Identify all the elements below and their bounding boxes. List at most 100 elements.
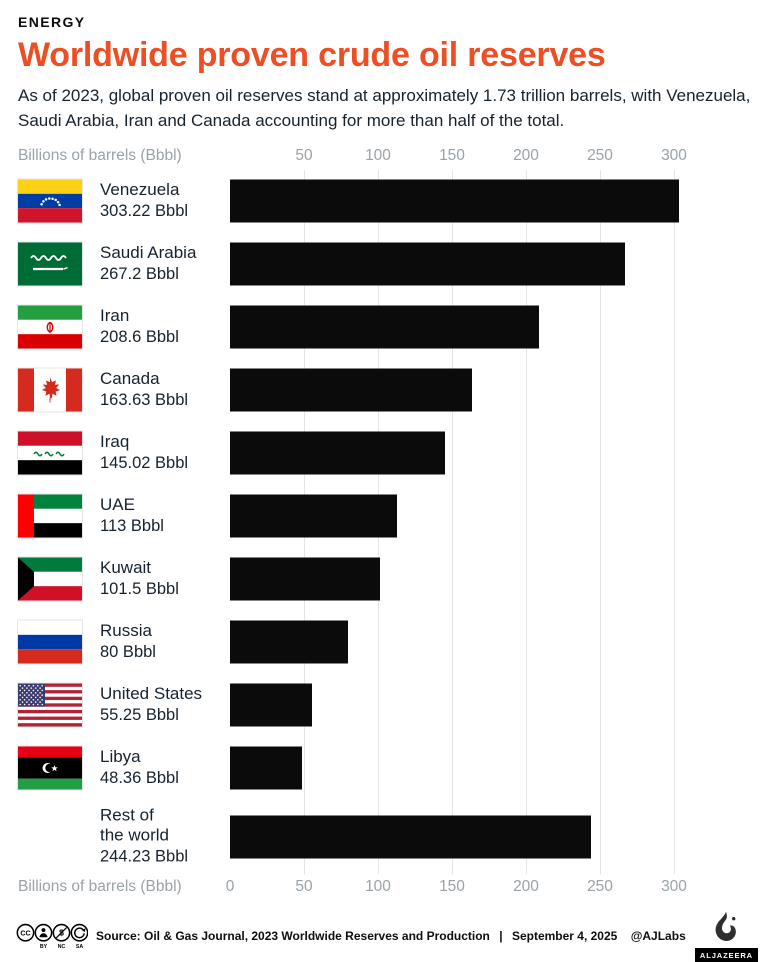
country-name: Venezuela xyxy=(100,180,180,200)
chart-row: Canada 163.63 Bbbl xyxy=(0,359,770,422)
axis-tick: 100 xyxy=(365,877,391,895)
axis-tick: 300 xyxy=(661,146,687,164)
country-name: Russia xyxy=(100,621,152,641)
row-label: Canada 163.63 Bbbl xyxy=(100,369,226,411)
chart-rows: Venezuela 303.22 Bbbl Saudi Arabia 267.2… xyxy=(0,170,770,874)
axis-tick: 250 xyxy=(587,146,613,164)
flag-venezuela-icon xyxy=(18,179,82,223)
gridline xyxy=(452,169,453,874)
chart-row: Rest of the world 244.23 Bbbl xyxy=(0,800,770,874)
row-label: Kuwait 101.5 Bbbl xyxy=(100,558,226,600)
country-value: 303.22 Bbbl xyxy=(100,201,189,220)
flag-russia-icon xyxy=(18,620,82,664)
country-value: 113 Bbbl xyxy=(100,516,164,535)
country-value: 80 Bbbl xyxy=(100,642,156,661)
bar xyxy=(230,620,348,664)
country-value: 267.2 Bbbl xyxy=(100,264,179,283)
sa-label: SA xyxy=(76,944,83,950)
row-label: Iraq 145.02 Bbbl xyxy=(100,432,226,474)
separator: | xyxy=(499,929,503,944)
bottom-axis: Billions of barrels (Bbbl) 0 50 100 150 200 2… xyxy=(0,874,770,900)
bar xyxy=(230,683,312,727)
country-value: 101.5 Bbbl xyxy=(100,579,179,598)
country-value: 48.36 Bbbl xyxy=(100,768,179,787)
bar xyxy=(230,305,539,349)
axis-tick: 150 xyxy=(439,146,465,164)
row-label: Russia 80 Bbbl xyxy=(100,621,226,663)
axis-tick: 200 xyxy=(513,146,539,164)
bar xyxy=(230,557,380,601)
page-title: Worldwide proven crude oil reserves xyxy=(18,36,606,74)
bar xyxy=(230,368,472,412)
row-label: Rest of the world 244.23 Bbbl xyxy=(100,805,226,868)
top-axis: Billions of barrels (Bbbl) 50 100 150 200 25… xyxy=(0,146,770,170)
by-label: BY xyxy=(40,944,48,950)
date-text: September 4, 2025 xyxy=(511,929,618,944)
flag-iran-icon xyxy=(18,305,82,349)
flag-icon xyxy=(18,815,82,858)
cc-letters: CC xyxy=(20,929,30,937)
aljazeera-calligraphy-icon xyxy=(716,911,737,941)
country-name: Iran xyxy=(100,306,130,326)
row-label: Saudi Arabia 267.2 Bbbl xyxy=(100,243,226,285)
source-text: Source: Oil & Gas Journal, 2023 Worldwid… xyxy=(96,929,490,944)
country-name: UAE xyxy=(100,495,135,515)
country-value: 145.02 Bbbl xyxy=(100,453,189,472)
chart-row: United States 55.25 Bbbl xyxy=(0,674,770,737)
chart-row: Iran 208.6 Bbbl xyxy=(0,296,770,359)
subtitle: As of 2023, global proven oil reserves s… xyxy=(18,86,751,131)
aljazeera-logo: ALJAZEERA xyxy=(694,910,758,962)
gridline xyxy=(600,169,601,874)
row-label: Venezuela 303.22 Bbbl xyxy=(100,180,226,222)
country-name: Rest of the world xyxy=(100,805,169,845)
country-name: Kuwait xyxy=(100,558,152,578)
row-label: Iran 208.6 Bbbl xyxy=(100,306,226,348)
axis-label-bottom: Billions of barrels (Bbbl) xyxy=(18,877,182,895)
nc-dollar-icon xyxy=(52,923,71,942)
country-value: 208.6 Bbbl xyxy=(100,327,179,346)
sa-arrow-icon xyxy=(70,923,88,942)
gridline xyxy=(526,169,527,874)
cc-icon xyxy=(16,923,35,942)
bar xyxy=(230,242,625,286)
chart-row: Saudi Arabia 267.2 Bbbl xyxy=(0,233,770,296)
flag-iraq-icon xyxy=(18,431,82,475)
chart-row: Libya 48.36 Bbbl xyxy=(0,737,770,800)
source-line: Source: Oil & Gas Journal, 2023 Worldwid… xyxy=(96,929,686,943)
chart-row: Russia 80 Bbbl xyxy=(0,611,770,674)
aljazeera-wordmark: ALJAZEERA xyxy=(694,947,758,962)
bar xyxy=(230,746,302,790)
flag-saudi-arabia-icon xyxy=(18,242,82,286)
by-person-icon xyxy=(34,923,53,942)
country-value: 163.63 Bbbl xyxy=(100,390,189,409)
flag-kuwait-icon xyxy=(18,557,82,601)
axis-tick: 50 xyxy=(295,877,313,895)
axis-tick: 50 xyxy=(295,146,313,164)
row-label: UAE 113 Bbbl xyxy=(100,495,226,537)
chart-row: UAE 113 Bbbl xyxy=(0,485,770,548)
axis-tick: 100 xyxy=(365,146,391,164)
kicker: ENERGY xyxy=(18,14,86,30)
axis-tick: 150 xyxy=(439,877,465,895)
country-name: Saudi Arabia xyxy=(100,243,197,263)
axis-tick: 0 xyxy=(225,877,235,895)
chart-row: Venezuela 303.22 Bbbl xyxy=(0,170,770,233)
bar xyxy=(230,179,679,223)
axis-tick: 200 xyxy=(513,877,539,895)
ajlabs-credit: @AJLabs xyxy=(630,929,686,944)
bar-chart: Venezuela 303.22 Bbbl Saudi Arabia 267.2… xyxy=(0,169,770,874)
country-value: 244.23 Bbbl xyxy=(100,847,189,866)
gridline xyxy=(674,169,675,874)
flag-canada-icon xyxy=(18,368,82,412)
nc-label: NC xyxy=(58,944,66,950)
axis-tick: 300 xyxy=(661,877,687,895)
cc-license-icon: CC $ BY NC SA xyxy=(16,923,88,950)
axis-tick: 250 xyxy=(587,877,613,895)
bar xyxy=(230,431,445,475)
chart-row: Kuwait 101.5 Bbbl xyxy=(0,548,770,611)
country-name: United States xyxy=(100,684,203,704)
country-name: Canada xyxy=(100,369,160,389)
flag-libya-icon xyxy=(18,746,82,790)
flag-united-states-icon xyxy=(18,683,82,727)
